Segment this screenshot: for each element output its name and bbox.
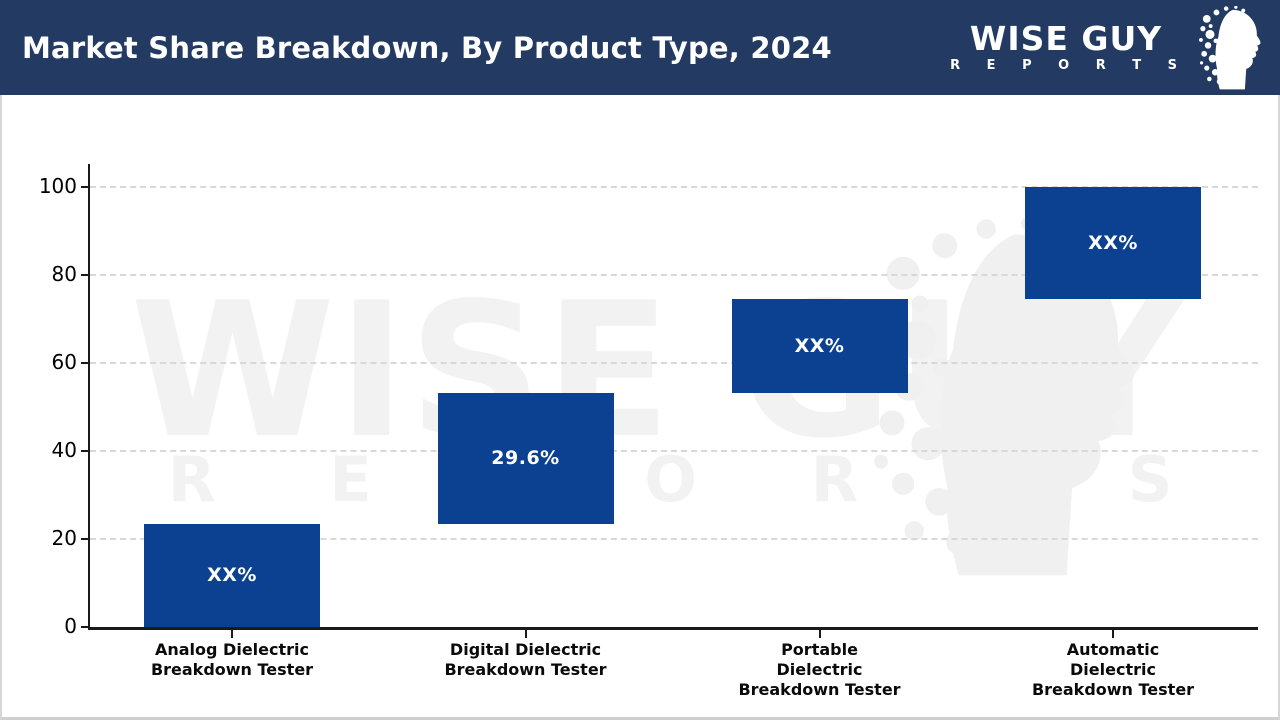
brand-logo: WISE GUY R E P O R T S	[944, 6, 1280, 90]
y-tick-mark-40	[81, 450, 90, 452]
category-label-line: Dielectric	[776, 660, 863, 679]
bar-4: XX%	[1025, 187, 1201, 300]
bar-2: 29.6%	[437, 393, 614, 524]
category-label-line: Analog Dielectric	[154, 640, 309, 659]
brand-head-icon	[1192, 6, 1270, 90]
y-tick-label-40: 40	[51, 438, 77, 462]
category-label-line: Dielectric	[1070, 660, 1156, 679]
y-tick-label-80: 80	[51, 262, 77, 286]
y-tick-mark-0	[81, 626, 90, 628]
gridline-40	[90, 450, 1258, 452]
header-bar: Market Share Breakdown, By Product Type,…	[0, 0, 1280, 95]
y-tick-label-100: 100	[38, 174, 77, 198]
gridline-100	[90, 186, 1258, 188]
y-tick-mark-20	[81, 538, 90, 540]
category-label-line: Automatic	[1066, 640, 1160, 659]
y-tick-mark-100	[81, 186, 90, 188]
category-label-3: Portable Dielectric Breakdown Tester	[680, 640, 960, 700]
x-tick-mark-4	[1112, 630, 1114, 638]
category-label-1: Analog Dielectric Breakdown Tester	[92, 640, 372, 680]
category-label-line: Breakdown Tester	[738, 680, 901, 699]
category-label-line: Digital Dielectric	[449, 640, 602, 659]
category-label-4: Automatic Dielectric Breakdown Tester	[973, 640, 1253, 700]
page-title: Market Share Breakdown, By Product Type,…	[22, 30, 832, 65]
bar-1: XX%	[144, 523, 320, 627]
bar-value-label-4: XX%	[1088, 232, 1138, 255]
category-label-line: Breakdown Tester	[444, 660, 607, 679]
y-tick-mark-80	[81, 274, 90, 276]
brand-subname: R E P O R T S	[950, 58, 1188, 74]
gridline-60	[90, 362, 1258, 364]
bar-value-label-3: XX%	[794, 335, 845, 358]
bar-value-label-1: XX%	[207, 564, 257, 587]
category-label-line: Portable	[781, 640, 858, 659]
bar-value-label-2: 29.6%	[491, 447, 560, 470]
x-axis-line	[88, 627, 1258, 630]
category-label-line: Breakdown Tester	[150, 660, 314, 679]
x-tick-mark-2	[524, 630, 527, 638]
category-label-2: Digital Dielectric Breakdown Tester	[386, 640, 666, 680]
gridline-80	[90, 274, 1258, 276]
y-tick-mark-60	[81, 362, 90, 364]
category-label-line: Breakdown Tester	[1031, 680, 1195, 699]
gridline-20	[90, 538, 1258, 540]
bar-3: XX%	[731, 299, 908, 394]
x-tick-mark-3	[818, 630, 821, 638]
brand-logo-text: WISE GUY R E P O R T S	[944, 18, 1188, 74]
x-tick-mark-1	[231, 630, 233, 638]
y-tick-label-0: 0	[64, 614, 77, 638]
y-axis-line	[88, 164, 90, 630]
y-tick-label-20: 20	[51, 526, 77, 550]
brand-name: WISE GUY	[969, 18, 1163, 58]
y-tick-label-60: 60	[51, 350, 77, 374]
